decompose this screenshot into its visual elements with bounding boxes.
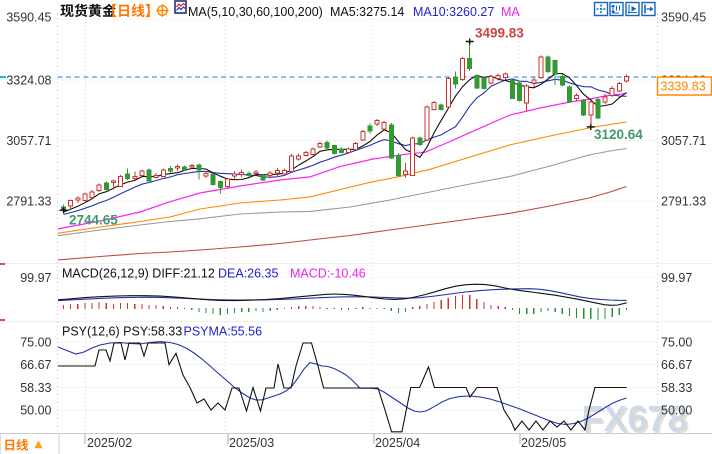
svg-text:66.67: 66.67 [661,358,692,372]
svg-text:2025/05: 2025/05 [521,436,566,450]
svg-text:3324.08: 3324.08 [6,74,51,88]
svg-text:2025/02: 2025/02 [87,436,132,450]
svg-text:3590.45: 3590.45 [661,11,706,25]
svg-text:DEA:26.35: DEA:26.35 [218,267,279,281]
svg-text:99.97: 99.97 [661,271,692,285]
svg-text:MA10:3260.27: MA10:3260.27 [413,5,494,19]
svg-text:58.33: 58.33 [661,381,692,395]
svg-text:MA5:3275.14: MA5:3275.14 [330,5,404,19]
svg-text:PSY(12,6) PSY:58.33: PSY(12,6) PSY:58.33 [62,324,182,338]
svg-text:66.67: 66.67 [20,358,51,372]
svg-text:2791.33: 2791.33 [661,194,706,208]
svg-text:2791.33: 2791.33 [6,194,51,208]
svg-text:MACD(26,12,9) DIFF:21.12: MACD(26,12,9) DIFF:21.12 [62,267,215,281]
svg-text:FX678: FX678 [582,398,688,439]
svg-text:2744.65: 2744.65 [69,213,118,228]
svg-text:MA: MA [501,5,520,19]
svg-text:MA(5,10,30,60,100,200): MA(5,10,30,60,100,200) [188,5,323,19]
svg-text:3057.71: 3057.71 [6,134,51,148]
svg-text:3590.45: 3590.45 [6,11,51,25]
svg-text:3339.83: 3339.83 [661,80,706,94]
svg-text:PSYMA:55.56: PSYMA:55.56 [184,324,263,338]
svg-text:58.33: 58.33 [20,381,51,395]
svg-text:3120.64: 3120.64 [594,127,643,142]
svg-text:50.00: 50.00 [20,403,51,417]
svg-text:50.00: 50.00 [661,403,692,417]
svg-text:3499.83: 3499.83 [475,26,524,41]
svg-text:FX678: FX678 [584,400,690,441]
svg-text:2025/04: 2025/04 [375,436,420,450]
svg-text:75.00: 75.00 [661,335,692,349]
svg-text:99.97: 99.97 [20,271,51,285]
svg-text:MACD:-10.46: MACD:-10.46 [290,267,366,281]
svg-text:3057.71: 3057.71 [661,134,706,148]
svg-text:75.00: 75.00 [20,335,51,349]
svg-text:2025/03: 2025/03 [229,436,274,450]
